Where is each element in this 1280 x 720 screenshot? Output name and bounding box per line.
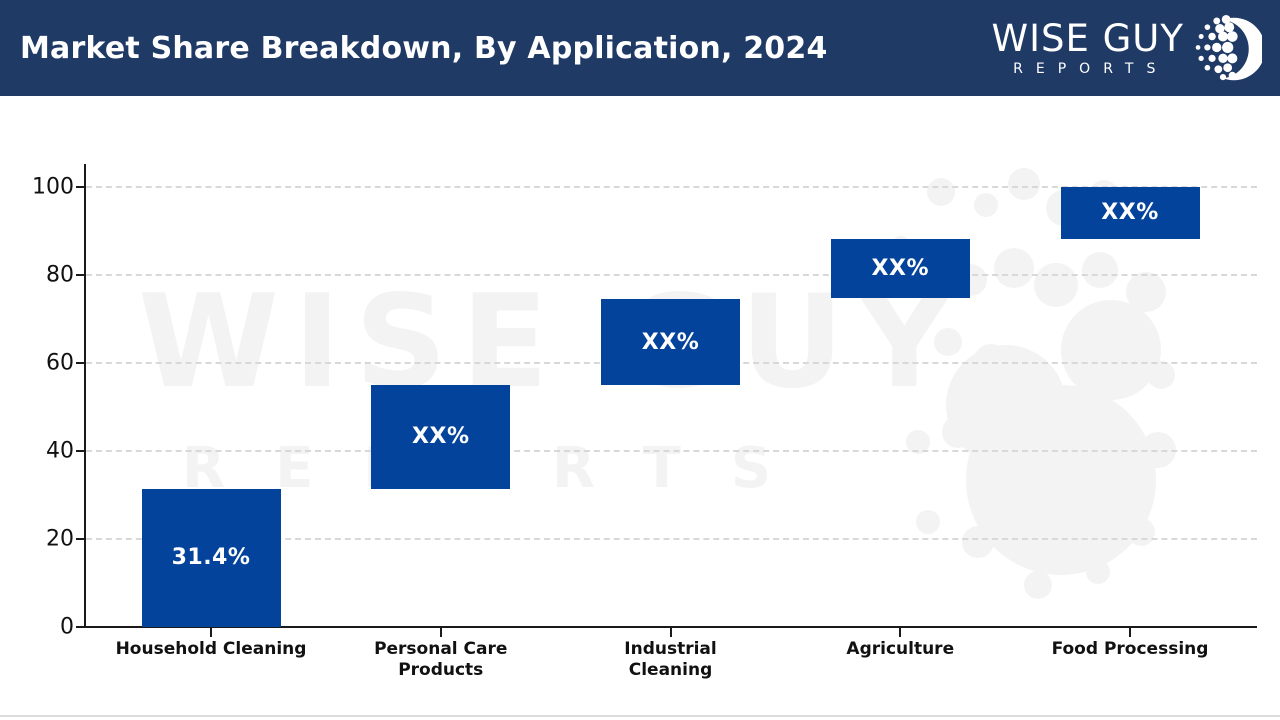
bar: XX%: [601, 299, 740, 385]
x-tick-label-line: Cleaning: [628, 660, 713, 681]
x-tick-label-line: Agriculture: [846, 639, 955, 659]
x-tick-label-line: Industrial: [624, 639, 717, 659]
x-tick-mark: [1129, 628, 1131, 637]
bar: XX%: [830, 238, 970, 298]
bottom-divider: [0, 715, 1280, 717]
y-tick-label: 20: [46, 526, 74, 552]
bar: 31.4%: [141, 488, 281, 627]
y-tick-label: 0: [60, 614, 74, 640]
bar: XX%: [371, 385, 511, 489]
gridline: [86, 274, 1257, 276]
y-tick-label: 80: [46, 262, 74, 288]
x-tick-label: Agriculture: [780, 639, 1020, 660]
y-tick-mark: [76, 362, 84, 364]
y-tick-label: 40: [46, 438, 74, 464]
y-axis-line: [84, 164, 86, 628]
y-tick-label: 60: [46, 350, 74, 376]
gridline: [86, 450, 1257, 452]
x-tick-mark: [899, 628, 902, 637]
brand-name: WISE GUY: [991, 17, 1184, 60]
x-tick-label: Food Processing: [1010, 639, 1250, 660]
x-tick-label: Industrial Cleaning: [551, 639, 791, 682]
bar-value-label: XX%: [641, 329, 700, 355]
gridline: [86, 186, 1257, 188]
x-tick-label-line: Products: [398, 660, 484, 681]
y-tick-mark: [76, 626, 84, 628]
brand-subtitle: REPORTS: [1013, 60, 1169, 77]
bar-value-label: XX%: [412, 424, 470, 450]
bar-value-label: XX%: [1101, 200, 1159, 226]
chart-title: Market Share Breakdown, By Application, …: [20, 30, 828, 66]
y-tick-label: 100: [32, 174, 74, 200]
x-tick-label-line: Household Cleaning: [115, 639, 307, 659]
bar: XX%: [1060, 187, 1200, 239]
y-tick-mark: [76, 186, 84, 188]
face-dots-icon: [1189, 14, 1262, 81]
bar-value-label: 31.4%: [171, 545, 251, 571]
x-tick-label-line: Food Processing: [1051, 639, 1209, 659]
x-tick-label: Household Cleaning: [91, 639, 331, 660]
y-tick-mark: [76, 538, 84, 540]
brand-logo: WISE GUY REPORTS: [992, 6, 1262, 92]
gridline: [86, 538, 1257, 540]
y-tick-mark: [76, 450, 84, 452]
x-tick-mark: [210, 628, 212, 637]
x-tick-mark: [669, 628, 672, 637]
header-bar: Market Share Breakdown, By Application, …: [0, 0, 1280, 96]
x-tick-label-line: Personal Care: [374, 639, 508, 659]
x-tick-mark: [439, 628, 442, 637]
brand-logo-text: WISE GUY REPORTS: [991, 17, 1184, 77]
x-tick-label: Personal Care Products: [321, 639, 561, 682]
bar-value-label: XX%: [871, 255, 929, 281]
x-axis-line: [84, 626, 1257, 628]
y-tick-mark: [76, 274, 84, 276]
